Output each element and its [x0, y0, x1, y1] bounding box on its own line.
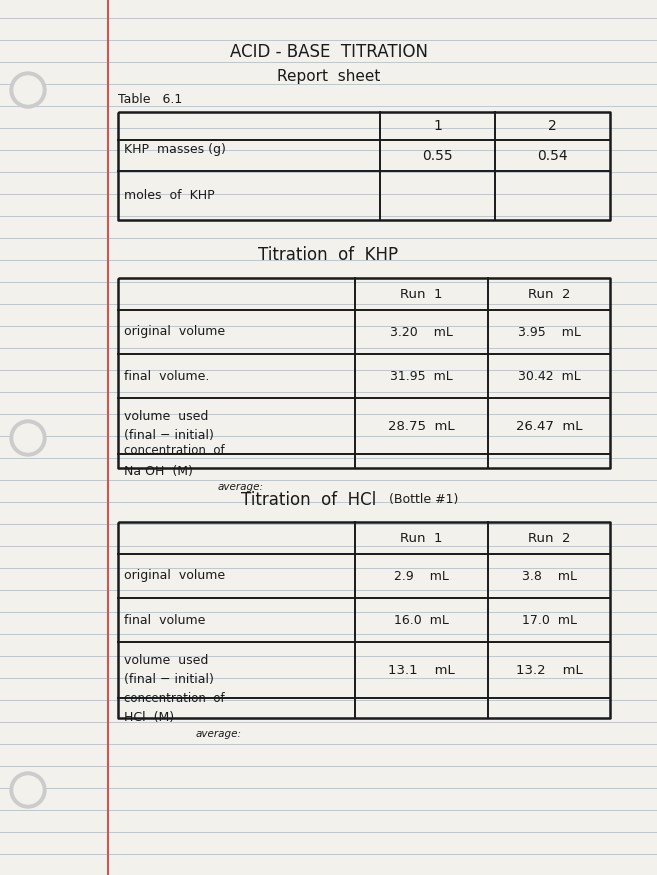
Text: 3.20    mL: 3.20 mL — [390, 326, 453, 339]
Text: 13.2    mL: 13.2 mL — [516, 663, 582, 676]
Text: (Bottle #1): (Bottle #1) — [389, 493, 458, 507]
Text: concentration  of: concentration of — [124, 691, 225, 704]
Text: 1: 1 — [433, 119, 442, 133]
Text: 30.42  mL: 30.42 mL — [518, 369, 580, 382]
Text: average:: average: — [196, 729, 242, 739]
Text: Titration  of  KHP: Titration of KHP — [258, 246, 399, 264]
Text: KHP  masses (g): KHP masses (g) — [124, 144, 226, 157]
Text: 0.54: 0.54 — [537, 149, 568, 163]
Text: Run  1: Run 1 — [400, 531, 443, 544]
Text: Run  2: Run 2 — [528, 531, 570, 544]
Text: HCl  (M): HCl (M) — [124, 711, 174, 724]
Circle shape — [10, 772, 46, 808]
Text: Run  1: Run 1 — [400, 288, 443, 300]
Text: 3.95    mL: 3.95 mL — [518, 326, 580, 339]
Text: original  volume: original volume — [124, 570, 225, 583]
Text: 28.75  mL: 28.75 mL — [388, 419, 455, 432]
Text: 16.0  mL: 16.0 mL — [394, 613, 449, 626]
Text: (final − initial): (final − initial) — [124, 674, 214, 687]
Text: 31.95  mL: 31.95 mL — [390, 369, 453, 382]
Circle shape — [10, 72, 46, 108]
Text: concentration  of: concentration of — [124, 444, 225, 458]
Circle shape — [14, 776, 42, 804]
Text: final  volume: final volume — [124, 613, 206, 626]
Text: Report  sheet: Report sheet — [277, 68, 380, 83]
Circle shape — [14, 424, 42, 452]
Text: volume  used: volume used — [124, 654, 208, 667]
Text: Na OH  (M): Na OH (M) — [124, 465, 193, 478]
Circle shape — [10, 420, 46, 456]
Text: 2: 2 — [548, 119, 557, 133]
Text: average:: average: — [218, 482, 264, 492]
Text: 2.9    mL: 2.9 mL — [394, 570, 449, 583]
Text: 13.1    mL: 13.1 mL — [388, 663, 455, 676]
Text: 26.47  mL: 26.47 mL — [516, 419, 582, 432]
Text: volume  used: volume used — [124, 410, 208, 423]
Text: final  volume.: final volume. — [124, 369, 210, 382]
Text: original  volume: original volume — [124, 326, 225, 339]
Text: Run  2: Run 2 — [528, 288, 570, 300]
Text: 3.8    mL: 3.8 mL — [522, 570, 576, 583]
Text: 17.0  mL: 17.0 mL — [522, 613, 576, 626]
Text: Table   6.1: Table 6.1 — [118, 93, 182, 106]
Text: moles  of  KHP: moles of KHP — [124, 189, 215, 202]
Text: Titration  of  HCl: Titration of HCl — [241, 491, 376, 509]
Text: 0.55: 0.55 — [422, 149, 453, 163]
Text: (final − initial): (final − initial) — [124, 430, 214, 443]
Circle shape — [14, 76, 42, 104]
Text: ACID - BASE  TITRATION: ACID - BASE TITRATION — [229, 43, 428, 61]
